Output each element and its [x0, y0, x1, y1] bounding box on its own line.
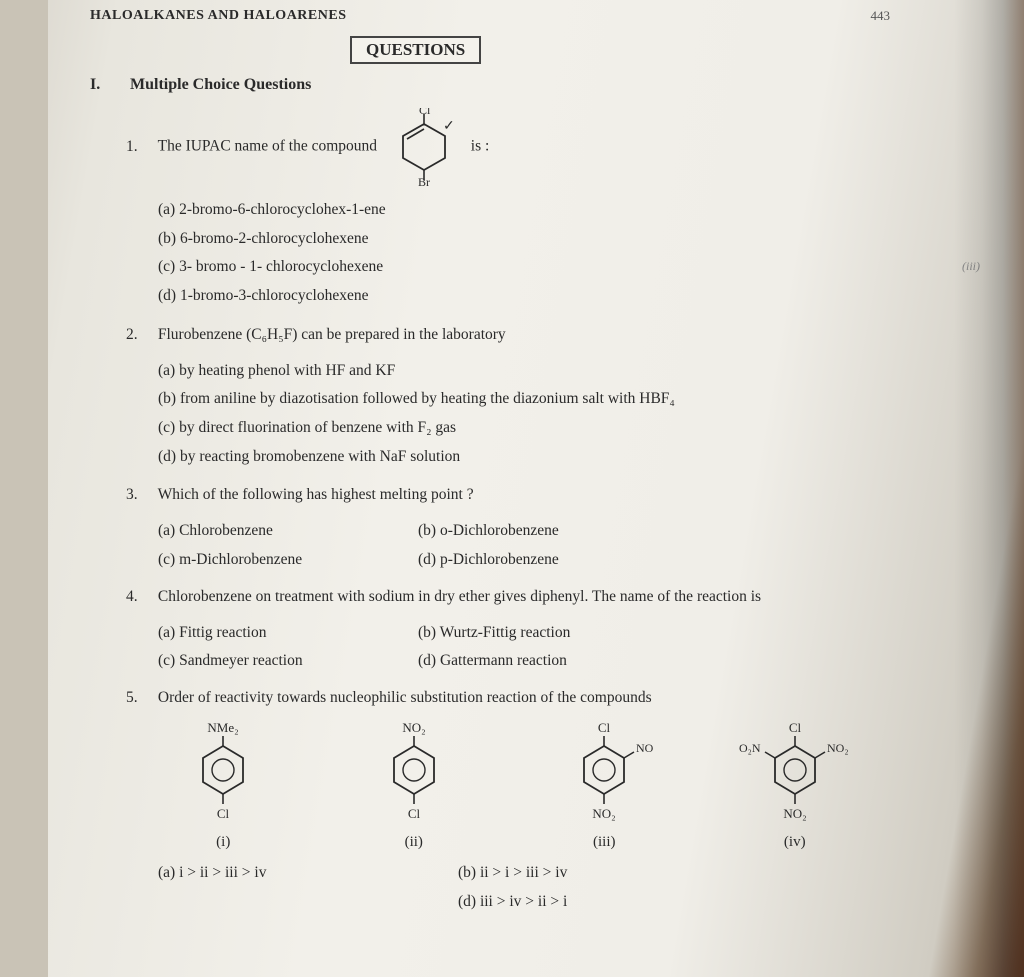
struct-i: NMe₂ Cl (i)	[158, 720, 289, 851]
q2-opt-b: (b) from aniline by diazotisation follow…	[158, 385, 860, 414]
struct-ii: NO₂ Cl (ii)	[349, 720, 480, 851]
page-number: 443	[871, 8, 891, 24]
svg-text:NO₂: NO₂	[402, 720, 425, 735]
q1-opt-d: (d) 1-bromo-3-chlorocyclohexene	[158, 282, 860, 311]
cl-label: Cl	[419, 108, 431, 117]
section-line: I. Multiple Choice Questions	[90, 76, 860, 94]
q2-opt-d: (d) by reacting bromobenzene with NaF so…	[158, 443, 860, 472]
q3-opt-a: (a) Chlorobenzene	[158, 517, 418, 546]
svg-text:NMe₂: NMe₂	[208, 720, 239, 735]
q-num: 1.	[126, 135, 154, 159]
benzene-cl-3no2-icon: Cl O₂N NO₂ NO₂	[735, 720, 855, 830]
question-2: 2. Flurobenzene (C₆H₅F) can be prepared …	[126, 323, 860, 347]
svg-text:O₂N: O₂N	[739, 741, 761, 755]
q1-opt-c: (c) 3- bromo - 1- chlorocyclohexene	[158, 258, 383, 275]
q5-opt-a: (a) i > ii > iii > iv	[158, 859, 458, 888]
q1-options: (a) 2-bromo-6-chlorocyclohex-1-ene (b) 6…	[158, 196, 860, 311]
q-num: 4.	[126, 585, 154, 609]
questions-box: QUESTIONS	[350, 36, 481, 64]
struct-iv: Cl O₂N NO₂ NO₂ (iv)	[730, 720, 861, 851]
svg-text:NO₂: NO₂	[783, 806, 806, 821]
q-stem: Flurobenzene (C₆H₅F) can be prepared in …	[158, 326, 506, 343]
q-num: 2.	[126, 323, 154, 347]
q1-opt-b: (b) 6-bromo-2-chlorocyclohexene	[158, 225, 860, 254]
chapter-header: HALOALKANES AND HALOARENES	[90, 8, 860, 24]
svg-text:NO₂: NO₂	[593, 806, 616, 821]
q4-opt-c: (c) Sandmeyer reaction	[158, 647, 418, 676]
section-title: Multiple Choice Questions	[130, 76, 311, 93]
q-stem: Chlorobenzene on treatment with sodium i…	[158, 588, 761, 605]
section-roman: I.	[90, 76, 126, 94]
q5-options: (a) i > ii > iii > iv (b) ii > i > iii >…	[158, 859, 860, 916]
question-5: 5. Order of reactivity towards nucleophi…	[126, 686, 860, 710]
q3-opt-b: (b) o-Dichlorobenzene	[418, 517, 678, 546]
q5-opt-b: (b) ii > i > iii > iv	[458, 859, 718, 888]
q2-options: (a) by heating phenol with HF and KF (b)…	[158, 357, 860, 472]
q2-opt-a: (a) by heating phenol with HF and KF	[158, 357, 860, 386]
q3-opt-d: (d) p-Dichlorobenzene	[418, 546, 678, 575]
q-stem-a: The IUPAC name of the compound	[158, 138, 377, 155]
svg-text:NO₂: NO₂	[636, 741, 654, 755]
q4-opt-a: (a) Fittig reaction	[158, 619, 418, 648]
svg-text:NO₂: NO₂	[827, 741, 849, 755]
cyclohexene-cl-br-icon: Cl Br ✓	[385, 108, 463, 186]
svg-text:✓: ✓	[443, 119, 455, 134]
svg-text:Cl: Cl	[789, 720, 802, 735]
question-4: 4. Chlorobenzene on treatment with sodiu…	[126, 585, 860, 609]
br-label: Br	[418, 175, 430, 186]
svg-text:Cl: Cl	[598, 720, 611, 735]
q4-opt-d: (d) Gattermann reaction	[418, 647, 678, 676]
roman-iv: (iv)	[784, 834, 806, 850]
q-stem-b: is :	[471, 138, 490, 155]
q3-options: (a) Chlorobenzene (b) o-Dichlorobenzene …	[158, 517, 860, 574]
book-spine-shadow	[954, 0, 1024, 977]
q-stem: Order of reactivity towards nucleophilic…	[158, 689, 652, 706]
question-1: 1. The IUPAC name of the compound Cl Br …	[126, 108, 860, 186]
q5-opt-d: (d) iii > iv > ii > i	[458, 888, 718, 917]
q4-opt-b: (b) Wurtz-Fittig reaction	[418, 619, 678, 648]
q2-opt-c: (c) by direct fluorination of benzene wi…	[158, 414, 860, 443]
q-num: 3.	[126, 483, 154, 507]
benzene-no2-cl-icon: NO₂ Cl	[374, 720, 454, 830]
q4-options: (a) Fittig reaction (b) Wurtz-Fittig rea…	[158, 619, 860, 676]
q3-opt-c: (c) m-Dichlorobenzene	[158, 546, 418, 575]
struct-iii: Cl NO₂ NO₂ (iii)	[539, 720, 670, 851]
q-stem: Which of the following has highest melti…	[158, 486, 474, 503]
roman-ii: (ii)	[405, 834, 423, 850]
benzene-nme2-cl-icon: NMe₂ Cl	[183, 720, 263, 830]
benzene-cl-2no2-icon: Cl NO₂ NO₂	[554, 720, 654, 830]
svg-text:Cl: Cl	[217, 806, 230, 821]
q1-opt-a: (a) 2-bromo-6-chlorocyclohex-1-ene	[158, 196, 860, 225]
q5-structures: NMe₂ Cl (i) NO₂ Cl (ii) Cl	[158, 720, 860, 851]
roman-i: (i)	[216, 834, 230, 850]
roman-iii: (iii)	[593, 834, 616, 850]
q5-opt-c-blank	[158, 888, 458, 917]
question-3: 3. Which of the following has highest me…	[126, 483, 860, 507]
side-note-iii: (iii)	[962, 255, 980, 277]
page: HALOALKANES AND HALOARENES 443 QUESTIONS…	[60, 0, 880, 926]
q-num: 5.	[126, 686, 154, 710]
svg-text:Cl: Cl	[408, 806, 421, 821]
